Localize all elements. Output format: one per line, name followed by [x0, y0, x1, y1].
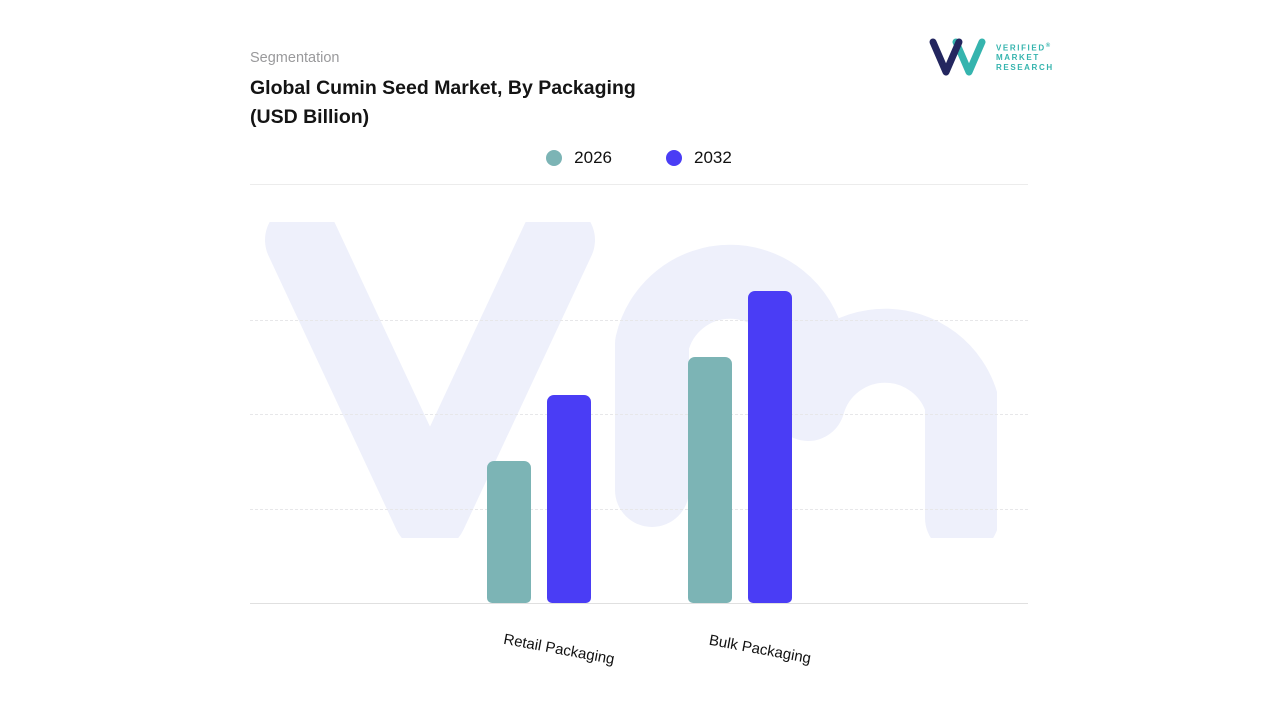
legend-dot-2032 — [666, 150, 682, 166]
vmr-logo-text: VERIFIED® MARKET RESEARCH — [996, 41, 1054, 74]
bar-group-bulk-packaging — [688, 291, 792, 603]
bar-group-retail-packaging — [487, 395, 591, 603]
registered-trademark: ® — [1045, 42, 1052, 49]
vmr-logo-line3: RESEARCH — [996, 63, 1054, 73]
page-title-line1: Global Cumin Seed Market, By Packaging — [250, 77, 636, 99]
legend-item-2032: 2032 — [666, 148, 732, 168]
legend-label-2026: 2026 — [574, 148, 612, 167]
bar-2032-retail-packaging — [547, 395, 591, 603]
header-divider — [250, 184, 1028, 185]
x-axis-label-retail-packaging: Retail Packaging — [502, 630, 616, 669]
vmr-logo-line2: MARKET — [996, 53, 1040, 63]
vmr-logo-line1: VERIFIED® — [996, 42, 1052, 53]
eyebrow-segmentation: Segmentation — [250, 50, 340, 66]
page-title-line2: (USD Billion) — [250, 106, 370, 128]
legend-dot-2026 — [546, 150, 563, 166]
bar-2032-bulk-packaging — [748, 291, 792, 603]
vmr-watermark-icon — [265, 222, 997, 538]
vmr-logo-mark-icon — [929, 38, 986, 76]
plot-area — [250, 225, 1028, 604]
legend-item-2026: 2026 — [546, 148, 612, 168]
vmr-logo: VERIFIED® MARKET RESEARCH — [928, 36, 1054, 78]
bar-2026-bulk-packaging — [688, 357, 732, 603]
bar-2026-retail-packaging — [487, 461, 531, 603]
x-axis-label-bulk-packaging: Bulk Packaging — [707, 631, 813, 668]
gridline — [250, 319, 1028, 321]
gridline — [250, 414, 1028, 415]
chart-legend: 2026 2032 — [250, 148, 1028, 168]
legend-label-2032: 2032 — [694, 148, 732, 167]
gridline — [250, 508, 1028, 510]
page-title: Global Cumin Seed Market, By Packaging (… — [250, 74, 810, 132]
